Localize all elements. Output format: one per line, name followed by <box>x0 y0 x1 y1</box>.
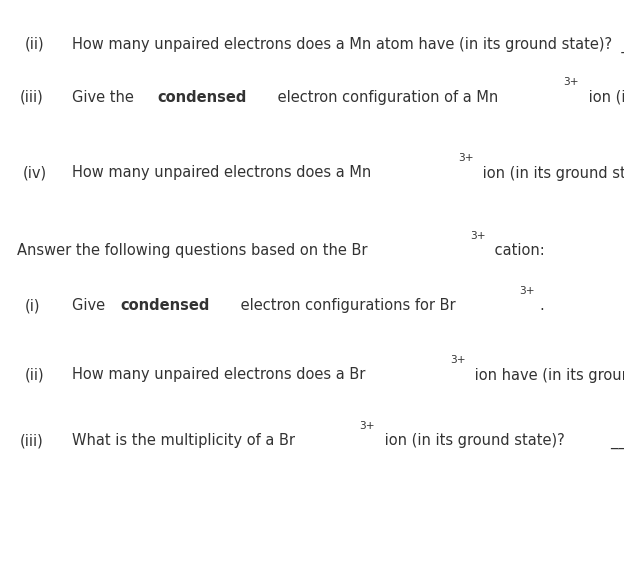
Text: 3+: 3+ <box>359 421 375 431</box>
Text: 3+: 3+ <box>563 77 579 88</box>
Text: condensed: condensed <box>158 90 247 105</box>
Text: Give: Give <box>72 298 109 314</box>
Text: How many unpaired electrons does a Mn atom have (in its ground state)?  _____: How many unpaired electrons does a Mn at… <box>72 36 624 53</box>
Text: (ii): (ii) <box>25 36 44 52</box>
Text: .: . <box>539 298 544 314</box>
Text: 3+: 3+ <box>519 286 535 296</box>
Text: condensed: condensed <box>120 298 210 314</box>
Text: What is the multiplicity of a Br: What is the multiplicity of a Br <box>72 433 295 448</box>
Text: electron configuration of a Mn: electron configuration of a Mn <box>273 90 498 105</box>
Text: Answer the following questions based on the Br: Answer the following questions based on … <box>17 243 368 259</box>
Text: 3+: 3+ <box>458 153 474 163</box>
Text: 3+: 3+ <box>451 355 466 365</box>
Text: electron configurations for Br: electron configurations for Br <box>236 298 456 314</box>
Text: (iv): (iv) <box>22 165 47 181</box>
Text: How many unpaired electrons does a Mn: How many unpaired electrons does a Mn <box>72 165 371 181</box>
Text: Give the: Give the <box>72 90 139 105</box>
Text: cation:: cation: <box>490 243 545 259</box>
Text: (iii): (iii) <box>20 90 44 105</box>
Text: ion have (in its ground state)?   _____: ion have (in its ground state)? _____ <box>470 367 624 384</box>
Text: (ii): (ii) <box>25 367 44 383</box>
Text: (i): (i) <box>25 298 41 314</box>
Text: (iii): (iii) <box>20 433 44 448</box>
Text: ion (in its ground state)?          __________: ion (in its ground state)? __________ <box>379 433 624 449</box>
Text: 3+: 3+ <box>470 231 485 241</box>
Text: ion (in its ground state)?     _____: ion (in its ground state)? _____ <box>478 165 624 182</box>
Text: How many unpaired electrons does a Br: How many unpaired electrons does a Br <box>72 367 365 383</box>
Text: ion (in its ground state).: ion (in its ground state). <box>583 90 624 105</box>
